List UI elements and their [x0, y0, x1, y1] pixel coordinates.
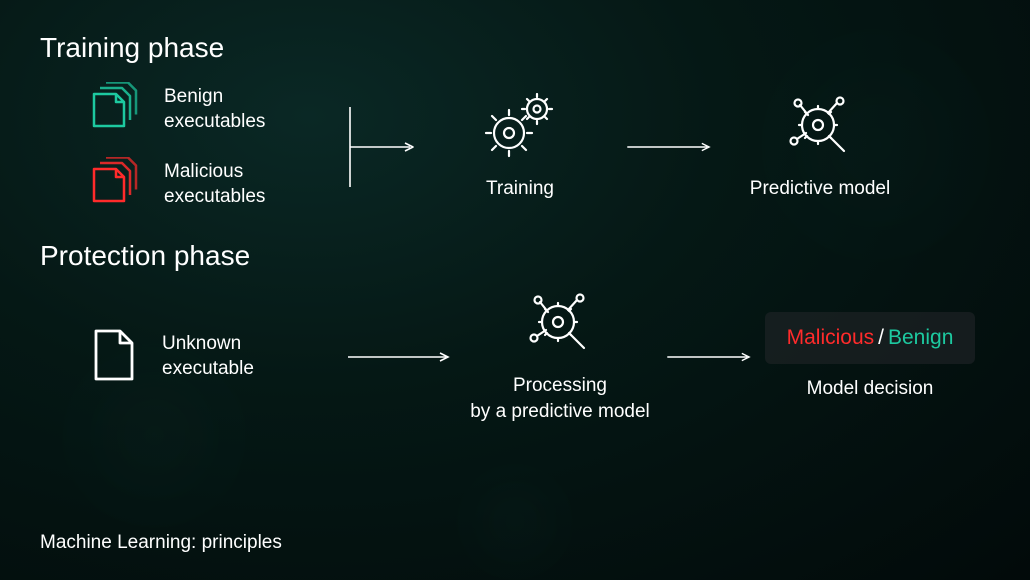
document-icon: [90, 327, 138, 388]
decision-box: Malicious / Benign: [765, 312, 976, 364]
benign-input: Benign executables: [90, 82, 340, 137]
arrow-icon: [660, 347, 760, 367]
arrow-icon: [620, 137, 720, 157]
processing-label: Processing by a predictive model: [470, 373, 650, 424]
document-stack-icon: [90, 82, 144, 137]
decision-stage: Malicious / Benign Model decision: [760, 312, 980, 402]
predictive-model-stage: Predictive model: [720, 93, 920, 202]
model-icon: [784, 93, 856, 164]
processing-stage: Processing by a predictive model: [460, 290, 660, 424]
diagram-container: Training phase Benign executables: [0, 0, 1030, 580]
malicious-label: Malicious executables: [164, 160, 265, 209]
malicious-text: Malicious: [787, 326, 875, 350]
training-row: Benign executables Malicious executables: [40, 82, 990, 212]
training-stage: Training: [420, 93, 620, 202]
protection-row: Unknown executable: [40, 290, 990, 424]
training-inputs: Benign executables Malicious executables: [90, 82, 340, 212]
benign-text: Benign: [888, 326, 953, 350]
unknown-label: Unknown executable: [162, 332, 254, 381]
arrow-icon: [340, 347, 460, 367]
predictive-model-label: Predictive model: [750, 176, 890, 202]
document-stack-icon: [90, 157, 144, 212]
protection-phase-title: Protection phase: [40, 240, 990, 272]
model-icon: [524, 290, 596, 361]
footer-caption: Machine Learning: principles: [40, 532, 282, 554]
training-phase-title: Training phase: [40, 32, 990, 64]
malicious-input: Malicious executables: [90, 157, 340, 212]
decision-label: Model decision: [807, 376, 934, 402]
gears-icon: [481, 93, 559, 164]
merge-connector: [340, 97, 390, 197]
training-label: Training: [486, 176, 554, 202]
benign-label: Benign executables: [164, 85, 265, 134]
unknown-input: Unknown executable: [90, 327, 340, 388]
decision-separator: /: [878, 326, 884, 350]
